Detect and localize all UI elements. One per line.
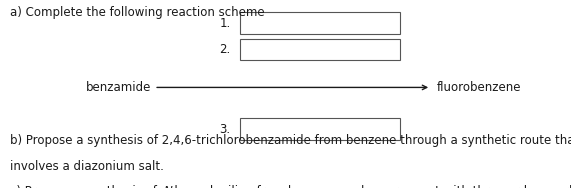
Text: b) Propose a synthesis of 2,4,6-trichlorobenzamide from benzene through a synthe: b) Propose a synthesis of 2,4,6-trichlor… — [10, 134, 571, 147]
Bar — [240, 118, 400, 140]
Text: benzamide: benzamide — [86, 81, 151, 94]
Bar — [240, 12, 400, 34]
Text: 3.: 3. — [220, 123, 231, 136]
Text: c) Propose a synthesis of: c) Propose a synthesis of — [10, 185, 161, 188]
Text: -benzylaniline from benzene and any reagent with three or less carbon: -benzylaniline from benzene and any reag… — [170, 185, 571, 188]
Text: 1.: 1. — [219, 17, 231, 30]
Text: a) Complete the following reaction scheme: a) Complete the following reaction schem… — [10, 6, 265, 19]
Text: involves a diazonium salt.: involves a diazonium salt. — [10, 160, 164, 173]
Text: N: N — [164, 185, 172, 188]
Bar — [240, 39, 400, 60]
Text: 2.: 2. — [219, 43, 231, 56]
Text: fluorobenzene: fluorobenzene — [437, 81, 521, 94]
